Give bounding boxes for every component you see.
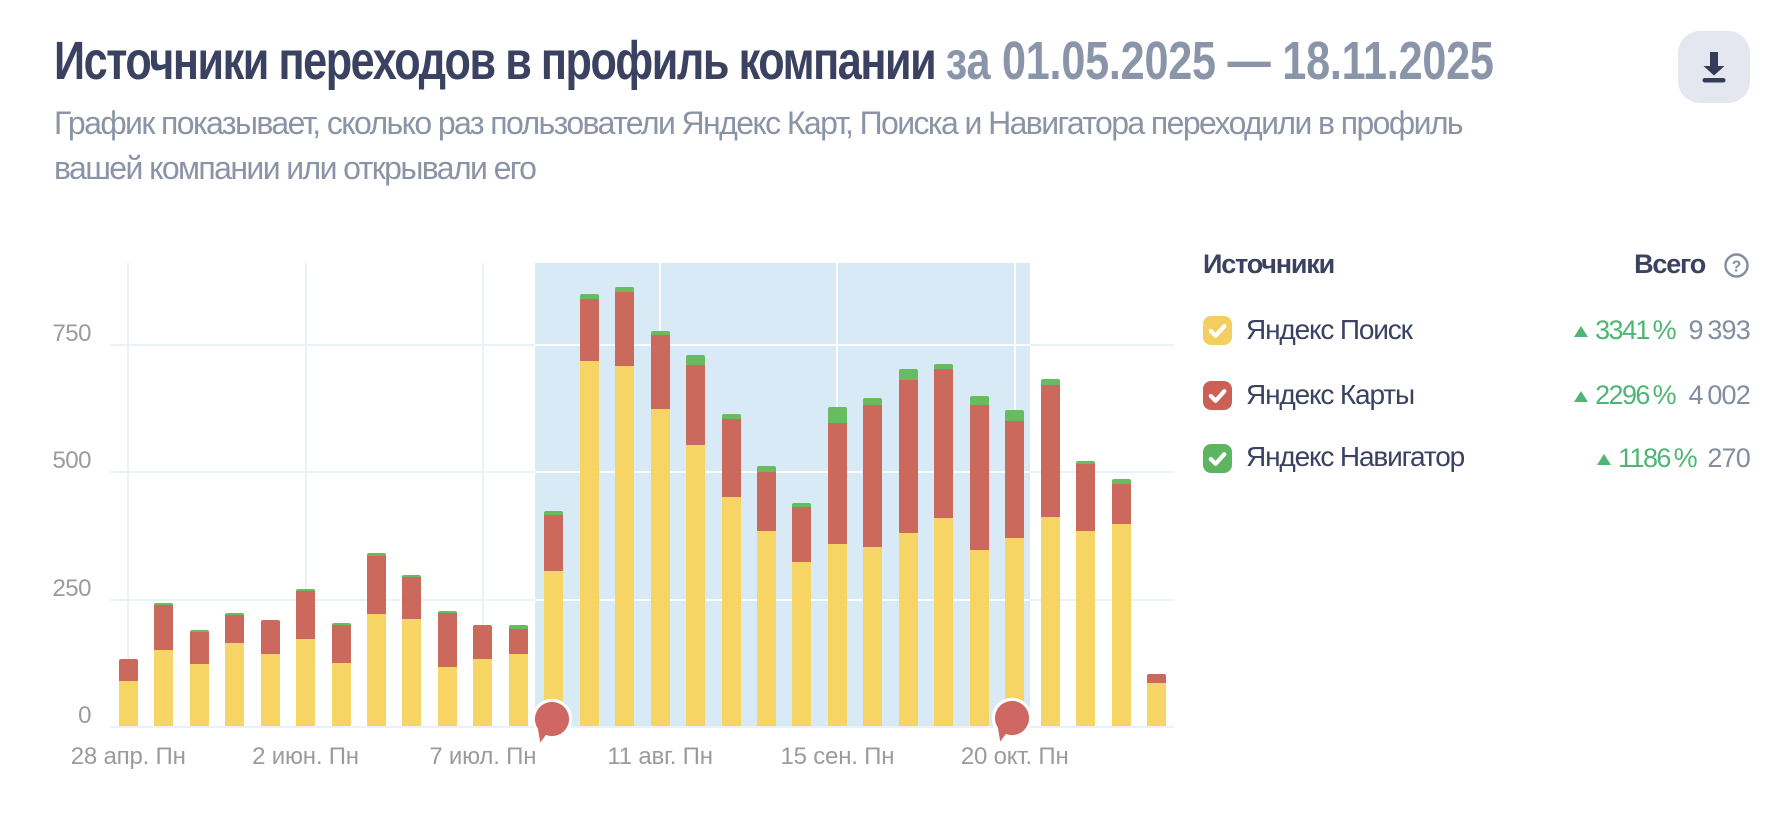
svg-text:?: ? <box>1732 258 1741 275</box>
